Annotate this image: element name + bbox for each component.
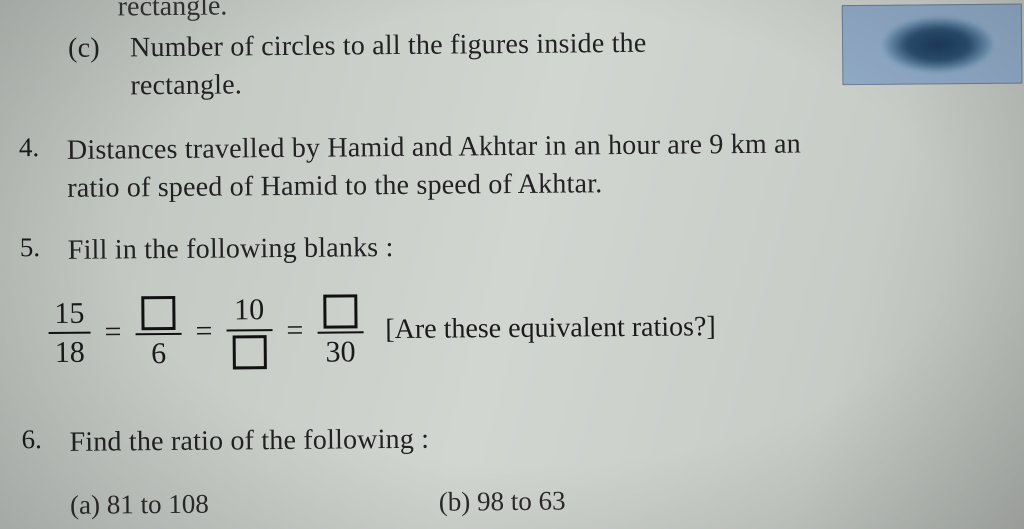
fraction-4: 30 <box>317 293 364 368</box>
marker-6: 6. <box>21 424 42 455</box>
partial-bottom-right: (b) 98 to 63 <box>439 486 566 518</box>
question-c-line1: Number of circles to all the figures ins… <box>130 23 812 67</box>
fraction-3-den-blank <box>226 334 272 370</box>
partial-bottom: (a) 81 to 108 (b) 98 to 63 <box>70 482 1006 521</box>
partial-top-text: rectangle. <box>118 0 228 23</box>
fraction-3-num: 10 <box>228 294 270 326</box>
question-6-text: Find the ratio of the following : <box>69 416 1005 462</box>
fraction-bar <box>136 333 182 335</box>
question-5-text: Fill in the following blanks : <box>68 224 1004 270</box>
fraction-1-num: 15 <box>48 297 90 329</box>
partial-bottom-left: (a) 81 to 108 <box>70 489 209 521</box>
question-4-line2: ratio of speed of Hamid to the speed of … <box>67 161 1019 207</box>
fraction-1-den: 18 <box>49 337 91 369</box>
equals-2: = <box>195 315 212 349</box>
question-c-line2: rectangle. <box>130 61 812 105</box>
fraction-2-num-blank <box>135 295 181 331</box>
equals-1: = <box>104 316 121 350</box>
question-5: 5. Fill in the following blanks : <box>20 224 1004 270</box>
page: rectangle. (c) Number of circles to all … <box>0 0 1024 529</box>
marker-4: 4. <box>19 132 40 163</box>
fraction-bar <box>226 329 272 331</box>
question-6: 6. Find the ratio of the following : <box>21 416 1005 462</box>
inset-photo <box>842 4 1023 86</box>
fraction-1: 15 18 <box>48 297 91 368</box>
question-4: 4. Distances travelled by Hamid and Akht… <box>19 124 1024 208</box>
marker-c: (c) <box>68 30 100 68</box>
blank-box <box>232 335 266 369</box>
fraction-3: 10 <box>226 294 273 369</box>
fraction-bar <box>317 331 363 333</box>
equals-3: = <box>286 314 303 348</box>
equation-row: 15 18 = 6 = 10 = 30 [Are these equivalen… <box>48 290 716 370</box>
blank-box <box>141 296 175 330</box>
fraction-4-den: 30 <box>319 336 361 368</box>
blank-box <box>323 294 357 328</box>
question-c: (c) Number of circles to all the figures… <box>68 23 813 105</box>
marker-5: 5. <box>20 232 41 263</box>
fraction-2-den: 6 <box>145 338 172 370</box>
equation-note: [Are these equivalent ratios?] <box>385 312 716 347</box>
fraction-2: 6 <box>135 295 182 370</box>
fraction-bar <box>49 332 91 334</box>
fraction-4-num-blank <box>317 293 363 329</box>
